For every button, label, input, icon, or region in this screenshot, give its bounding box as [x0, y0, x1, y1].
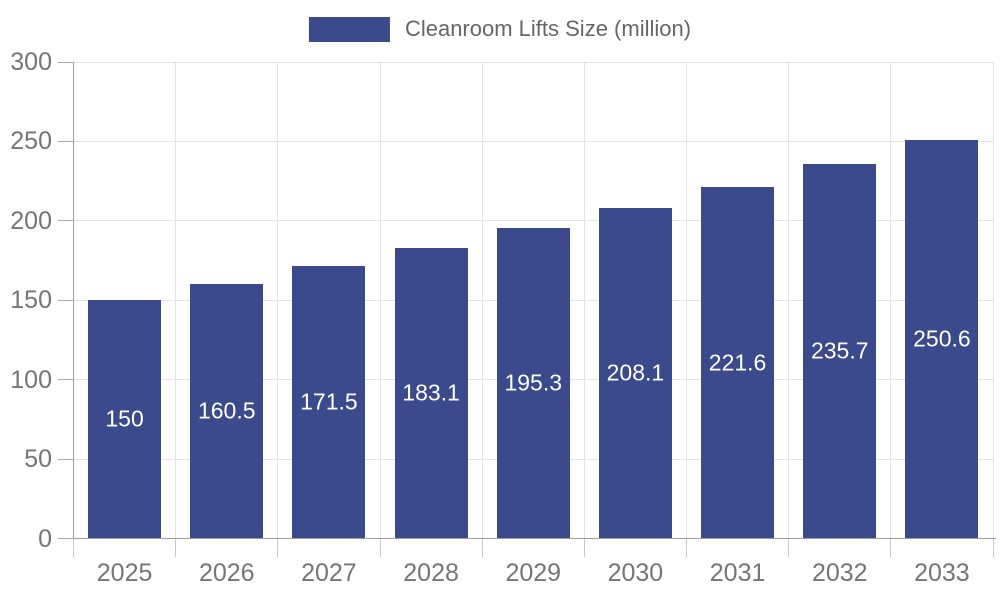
y-tick-label: 50 [24, 445, 52, 474]
bar[interactable]: 235.7 [803, 164, 877, 539]
bar-value-label: 150 [105, 405, 144, 432]
y-tick-label: 100 [10, 365, 52, 394]
gridline-vertical [992, 62, 994, 539]
y-axis-line [73, 62, 74, 539]
x-tick-label: 2026 [198, 559, 255, 587]
gridline-horizontal [73, 61, 993, 63]
y-tick-label: 250 [10, 127, 52, 156]
gridline-horizontal [73, 220, 993, 222]
x-axis-tick [992, 538, 994, 557]
bar[interactable]: 208.1 [598, 207, 672, 539]
x-tick-label: 2033 [914, 559, 970, 587]
x-tick-label: 2032 [811, 559, 868, 587]
y-axis-tick [57, 379, 74, 381]
y-tick-label: 300 [10, 48, 52, 76]
y-axis-tick [57, 61, 74, 63]
gridline-vertical [277, 62, 279, 539]
y-axis-tick [57, 140, 74, 142]
gridline-vertical [890, 62, 892, 539]
x-axis-tick [379, 538, 381, 557]
gridline-horizontal [73, 140, 993, 142]
y-tick-label: 200 [10, 206, 52, 235]
bar-value-label: 160.5 [197, 397, 256, 424]
x-tick-label: 2027 [301, 559, 357, 587]
bar[interactable]: 160.5 [190, 283, 264, 539]
x-axis-tick [175, 538, 177, 557]
bar[interactable]: 171.5 [292, 266, 366, 539]
x-axis-tick [73, 538, 74, 557]
x-axis-tick [890, 538, 892, 557]
bar-value-label: 171.5 [300, 388, 358, 415]
x-axis-tick [686, 538, 687, 557]
y-tick-label: 150 [10, 286, 52, 315]
bar-value-label: 221.6 [708, 349, 767, 375]
bar[interactable]: 183.1 [394, 247, 468, 539]
gridline-vertical [583, 62, 585, 539]
bar[interactable]: 221.6 [701, 186, 775, 539]
x-tick-label: 2031 [709, 559, 766, 587]
gridline-vertical [686, 62, 687, 539]
legend-item[interactable]: Cleanroom Lifts Size (million) [308, 16, 692, 42]
gridline-vertical [379, 62, 381, 539]
x-tick-label: 2029 [505, 559, 562, 587]
gridline-vertical [788, 62, 790, 539]
bar-value-label: 183.1 [402, 379, 460, 406]
x-tick-label: 2028 [403, 559, 459, 587]
legend-swatch [308, 16, 390, 42]
gridline-vertical [481, 62, 483, 539]
x-axis-tick [788, 538, 790, 557]
y-axis-tick [57, 299, 74, 301]
bar[interactable]: 250.6 [905, 140, 979, 539]
bar-value-label: 250.6 [913, 325, 971, 352]
x-axis-tick [277, 538, 279, 557]
x-axis-line [73, 538, 996, 539]
y-axis-tick [57, 538, 74, 539]
bar-value-label: 195.3 [504, 369, 563, 396]
y-tick-label: 0 [38, 524, 52, 553]
x-axis-tick [481, 538, 483, 557]
bar[interactable]: 150 [88, 300, 162, 539]
bar-value-label: 235.7 [810, 337, 869, 364]
legend-label: Cleanroom Lifts Size (million) [404, 16, 692, 41]
bar[interactable]: 195.3 [496, 228, 570, 539]
x-tick-label: 2030 [607, 559, 664, 587]
gridline-vertical [175, 62, 177, 539]
x-tick-label: 2025 [96, 559, 153, 587]
y-axis-tick [57, 220, 74, 222]
bar-value-label: 208.1 [606, 359, 665, 386]
y-axis-tick [57, 458, 74, 460]
x-axis-tick [583, 538, 585, 557]
